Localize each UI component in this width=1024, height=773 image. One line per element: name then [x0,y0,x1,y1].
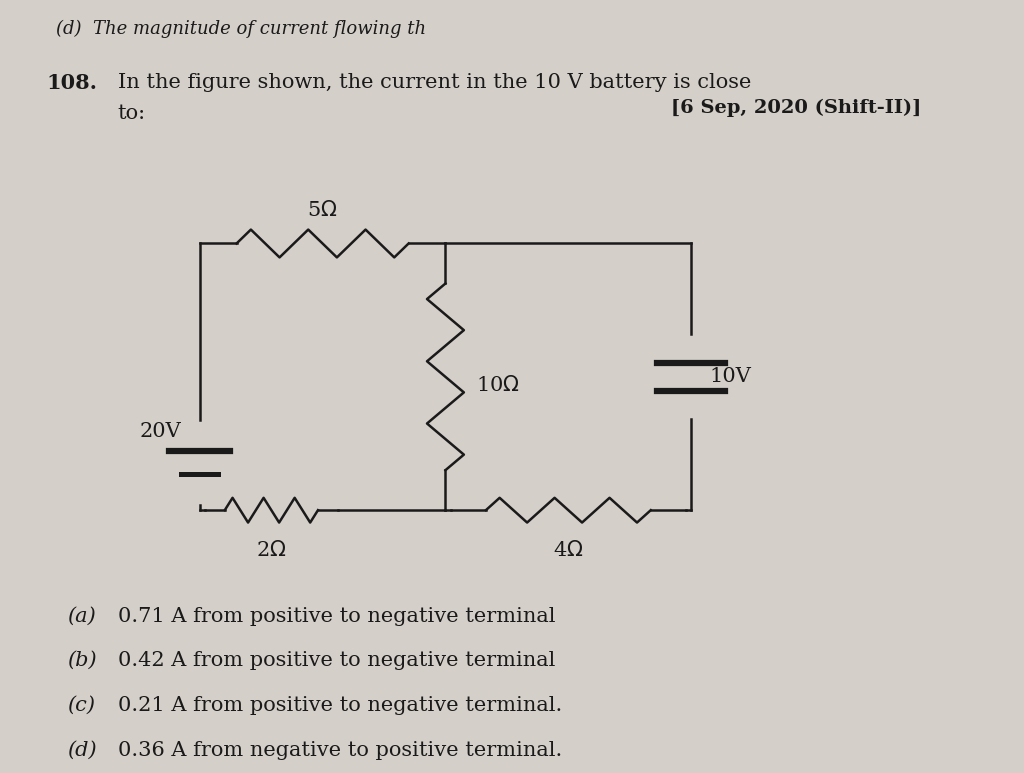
Text: 4$\Omega$: 4$\Omega$ [553,540,584,560]
Text: to:: to: [118,104,145,124]
Text: 0.42 A from positive to negative terminal: 0.42 A from positive to negative termina… [118,651,555,670]
Text: 0.21 A from positive to negative terminal.: 0.21 A from positive to negative termina… [118,696,562,715]
Text: 10$\Omega$: 10$\Omega$ [476,375,520,394]
Text: (d)  The magnitude of current flowing th: (d) The magnitude of current flowing th [56,19,426,38]
Text: 5$\Omega$: 5$\Omega$ [307,200,338,220]
Text: 10V: 10V [710,367,752,386]
Text: [6 Sep, 2020 (Shift-II)]: [6 Sep, 2020 (Shift-II)] [671,99,922,117]
Text: 0.71 A from positive to negative terminal: 0.71 A from positive to negative termina… [118,607,555,626]
Text: (d): (d) [67,741,96,760]
Text: (b): (b) [67,651,96,670]
Text: 20V: 20V [139,422,181,441]
Text: 108.: 108. [46,73,97,94]
Text: (a): (a) [67,607,95,626]
Text: 2$\Omega$: 2$\Omega$ [256,540,287,560]
Text: 0.36 A from negative to positive terminal.: 0.36 A from negative to positive termina… [118,741,562,760]
Text: In the figure shown, the current in the 10 V battery is close: In the figure shown, the current in the … [118,73,752,93]
Text: (c): (c) [67,696,94,715]
